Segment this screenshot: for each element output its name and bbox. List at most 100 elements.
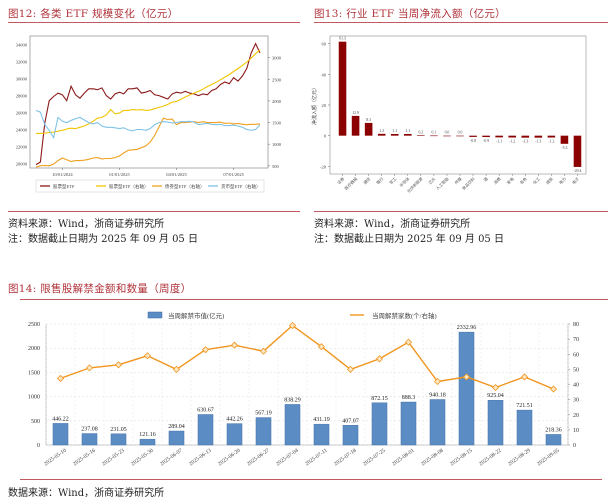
line-marker xyxy=(259,347,268,355)
line-marker xyxy=(143,352,152,360)
bar-value-label: 442.26 xyxy=(226,417,243,423)
bar xyxy=(404,133,412,136)
x-tick-label: 2025-07-11 xyxy=(304,448,329,468)
x-tick-label: 2025-07-04 xyxy=(275,448,300,468)
bar-value-label: -1.3 xyxy=(522,140,528,144)
x-tick-label: 2025-08-08 xyxy=(420,448,445,468)
x-tick-label: 2025-08-15 xyxy=(449,448,474,468)
bar-value-label: -0.9 xyxy=(483,139,489,143)
count-line xyxy=(60,324,554,390)
plot-frame xyxy=(329,35,587,175)
bar-value-label: -20.4 xyxy=(574,169,582,173)
line-marker xyxy=(549,385,558,393)
y-tick-label: -20 xyxy=(320,164,327,169)
line-marker xyxy=(346,365,355,373)
figure12-bottom-rule xyxy=(8,211,300,212)
legend-swatch-bars xyxy=(147,311,163,319)
line-marker xyxy=(491,383,500,392)
figure13-source: 资料来源：Wind，浙商证券研究所 xyxy=(314,219,471,230)
bar xyxy=(351,115,360,136)
x-tick-label: 2025-08-29 xyxy=(507,448,532,468)
x-tick-label: 2025-07-18 xyxy=(333,448,358,468)
bar-value-label: 8.3 xyxy=(366,118,371,122)
legend-label-bars: 当周解禁市值(亿元) xyxy=(168,311,224,320)
bar-value-label: 0.0 xyxy=(445,131,450,135)
y-left-tick-label: 500 xyxy=(31,419,40,425)
y-right-tick-label: 50 xyxy=(573,367,579,373)
line-marker xyxy=(462,373,471,381)
x-tick-label: 2025-06-07 xyxy=(159,448,184,468)
bar xyxy=(342,425,359,446)
bar xyxy=(429,399,446,446)
bar xyxy=(482,135,490,138)
bar xyxy=(110,433,127,446)
line-marker xyxy=(375,355,384,363)
line-marker xyxy=(56,374,65,383)
bar xyxy=(458,331,475,446)
y-left-tick-label: 26000 xyxy=(16,111,28,116)
y-left-tick-label: 32000 xyxy=(16,60,28,65)
line-marker xyxy=(317,343,326,351)
y-left-tick-label: 24000 xyxy=(16,128,28,133)
figure14-bottom-rule xyxy=(20,479,602,480)
bar-value-label: 0.0 xyxy=(458,131,463,135)
x-tick-label: 人工智能 xyxy=(434,175,450,191)
y-right-tick-label: 1500 xyxy=(272,121,282,126)
bar-value-label: 838.29 xyxy=(284,397,301,403)
bar-value-label: -1.2 xyxy=(509,140,515,144)
series-line xyxy=(35,117,261,168)
x-tick-label: 2025-06-27 xyxy=(246,448,271,468)
y-tick-label: 60 xyxy=(322,42,327,47)
figure14-title-rule xyxy=(20,299,608,300)
bar-value-label: 1.1 xyxy=(405,129,410,133)
x-tick-label: 芯片 xyxy=(427,175,437,185)
bar-value-label: 872.15 xyxy=(371,396,388,402)
bar-value-label: 446.22 xyxy=(52,416,69,422)
bar-value-label: -1.1 xyxy=(496,139,502,143)
y-right-tick-label: 500 xyxy=(272,164,280,169)
y-right-tick-label: 80 xyxy=(573,322,579,328)
figure13-note: 注：数据截止日期为 2025 年 09 月 05 日 xyxy=(314,234,504,245)
bar xyxy=(443,135,451,137)
x-tick-label: 家电 xyxy=(505,175,515,185)
bar-value-label: 940.18 xyxy=(429,392,446,398)
bar xyxy=(81,433,98,446)
bar xyxy=(400,401,417,446)
x-tick-label: 酒 xyxy=(482,175,489,182)
line-marker xyxy=(230,341,239,349)
bar xyxy=(284,404,301,446)
figure14-source: 数据来源：Wind，浙商证券研究所 xyxy=(8,488,165,499)
industry-etf-flow-chart: -20 0 20 40 60 净流入额（亿元） 61.3 证券 12.9 医疗器械 8.3 通信 1.2… xyxy=(311,35,587,194)
y-left-tick-label: 34000 xyxy=(16,43,28,48)
line-marker xyxy=(288,321,297,330)
figure13-title: 图13: 行业 ETF 当周净流入额（亿元） xyxy=(314,8,506,20)
x-tick-label: 证券 xyxy=(335,175,345,185)
y-tick-label: 40 xyxy=(322,72,327,77)
y-right-tick-label: 30 xyxy=(573,398,579,404)
line-marker xyxy=(172,365,181,373)
line-marker xyxy=(201,346,210,354)
bar xyxy=(521,135,530,138)
x-tick-label: 07/01/2025 xyxy=(223,172,244,177)
bar-value-label: 1.1 xyxy=(392,129,397,133)
x-tick-label: 有色 xyxy=(518,175,528,185)
bar xyxy=(560,135,569,144)
x-tick-label: 10/01/2024 xyxy=(52,172,73,177)
y-left-tick-label: 30000 xyxy=(16,77,28,82)
bar-value-label: 567.19 xyxy=(255,411,272,417)
series-line xyxy=(35,109,261,140)
bar xyxy=(417,135,425,136)
bar-value-label: 925.04 xyxy=(487,393,504,399)
figure12-title: 图12: 各类 ETF 规模变化（亿元） xyxy=(8,8,179,20)
bar-value-label: 12.9 xyxy=(352,111,359,115)
x-tick-label: 医疗器械 xyxy=(343,175,359,191)
y-left-tick-label: 2500 xyxy=(28,322,40,328)
plot-frame xyxy=(29,35,269,169)
bar xyxy=(226,423,243,446)
y-left-tick-label: 2000 xyxy=(28,346,40,352)
bar xyxy=(430,135,438,137)
bar-value-label: 630.67 xyxy=(197,407,214,413)
y-left-tick-label: 20000 xyxy=(16,162,28,167)
x-tick-label: 通信 xyxy=(361,175,371,185)
y-tick-label: 0 xyxy=(324,134,327,139)
